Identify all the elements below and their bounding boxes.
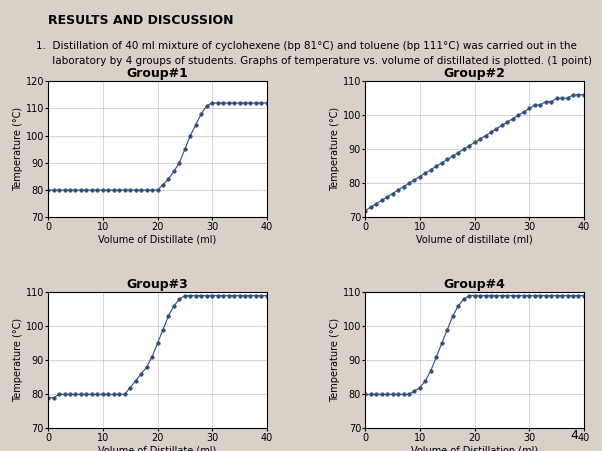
Title: Group#3: Group#3 xyxy=(126,278,188,291)
X-axis label: Volume of Distillate (ml): Volume of Distillate (ml) xyxy=(98,446,217,451)
Text: laboratory by 4 groups of students. Graphs of temperature vs. volume of distilla: laboratory by 4 groups of students. Grap… xyxy=(36,56,592,66)
X-axis label: Volume of Distillate (ml): Volume of Distillate (ml) xyxy=(98,235,217,244)
Text: 4: 4 xyxy=(570,429,578,442)
Y-axis label: Temperature (°C): Temperature (°C) xyxy=(330,107,340,191)
Y-axis label: Temperature (°C): Temperature (°C) xyxy=(13,318,23,402)
Title: Group#1: Group#1 xyxy=(126,67,188,80)
Y-axis label: Temperature (°C): Temperature (°C) xyxy=(330,318,340,402)
Text: RESULTS AND DISCUSSION: RESULTS AND DISCUSSION xyxy=(48,14,234,27)
X-axis label: Volume of distillate (ml): Volume of distillate (ml) xyxy=(416,235,533,244)
Title: Group#2: Group#2 xyxy=(444,67,506,80)
X-axis label: Volume of Distillation (ml): Volume of Distillation (ml) xyxy=(411,446,538,451)
Text: 1.  Distillation of 40 ml mixture of cyclohexene (bp 81°C) and toluene (bp 111°C: 1. Distillation of 40 ml mixture of cycl… xyxy=(36,41,577,51)
Title: Group#4: Group#4 xyxy=(444,278,506,291)
Y-axis label: Temperature (°C): Temperature (°C) xyxy=(13,107,23,191)
